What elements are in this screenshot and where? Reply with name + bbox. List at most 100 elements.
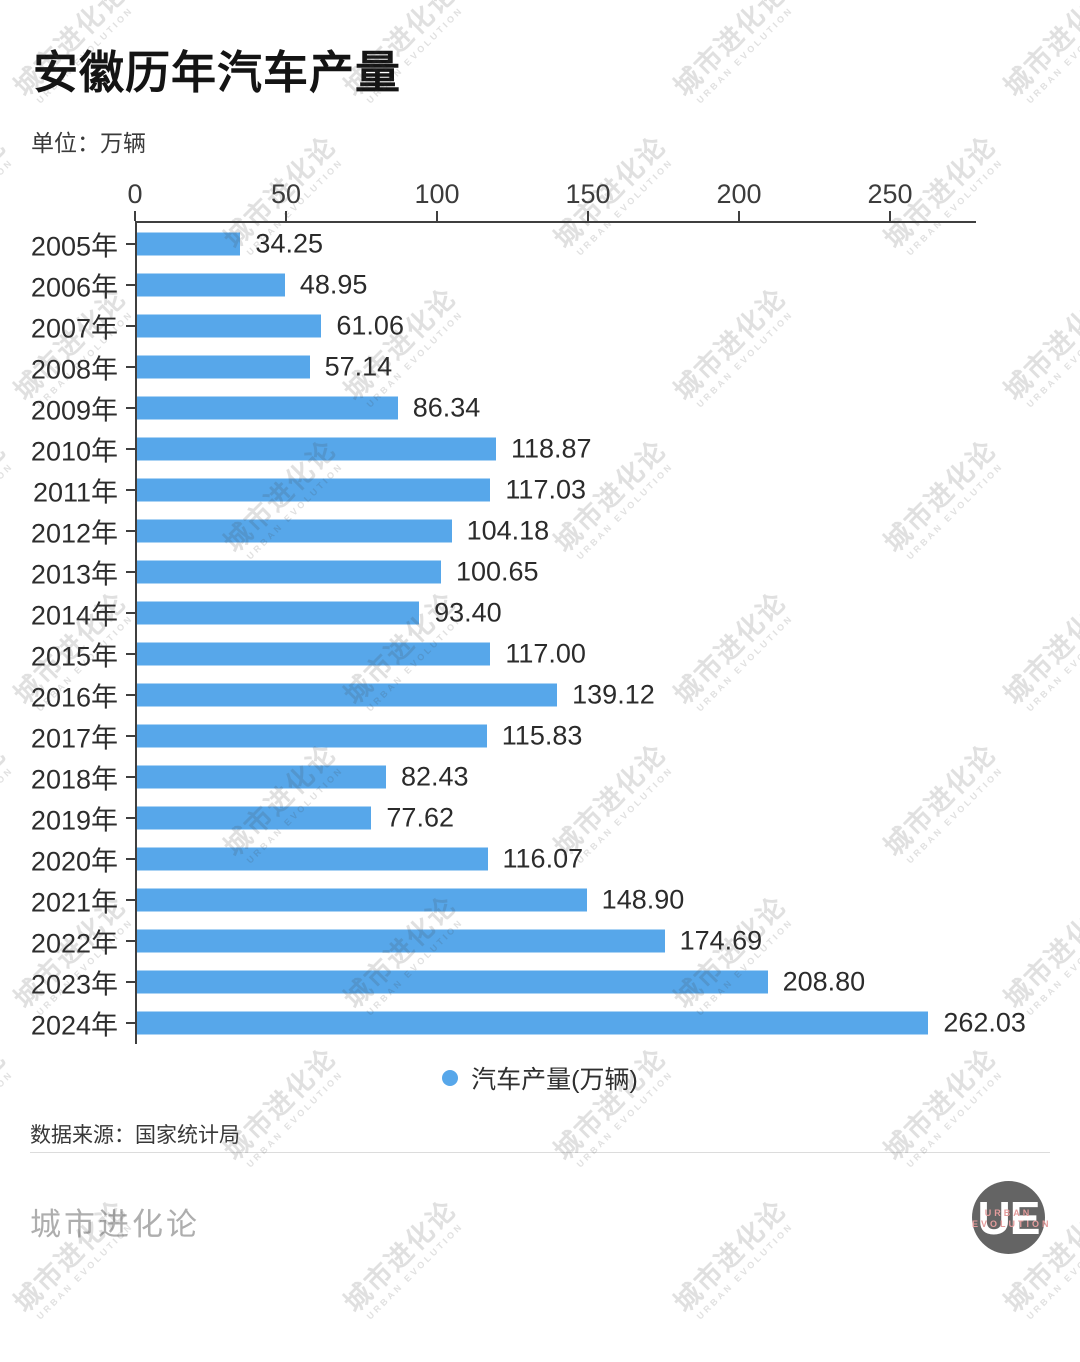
bar-row: 2007年 61.06 [0,305,1080,346]
bar [137,437,496,460]
watermark-cjk-text: 城市进化论 [998,0,1080,103]
value-label: 82.43 [400,761,469,791]
bar [137,806,372,829]
legend-dot-icon [442,1070,459,1086]
infographic-page: 城市进化论 URBAN EVOLUTION 城市进化论 URBAN EVOLUTION… [0,0,1080,1322]
y-tick-mark [126,898,135,901]
bar-row: 2022年 174.69 [0,920,1080,961]
y-tick-mark [126,693,135,696]
watermark-cjk-text: 城市进化论 [0,1042,13,1167]
bar [137,847,488,870]
watermark-cjk-text: 城市进化论 [338,1194,463,1319]
bar [137,765,386,788]
y-tick-mark [126,939,135,942]
y-tick-mark [126,488,135,491]
bar-row: 2018年 82.43 [0,756,1080,797]
value-label: 48.95 [299,269,368,299]
y-tick-mark [126,324,135,327]
value-label: 118.87 [510,433,592,463]
x-axis-line [135,221,976,223]
value-label: 86.34 [412,392,481,422]
bar [137,232,241,255]
year-label: 2010年 [30,436,118,466]
bar-row: 2009年 86.34 [0,387,1080,428]
year-label: 2008年 [30,354,118,384]
bar [137,396,398,419]
watermark-latin-text: URBAN EVOLUTION [364,1220,466,1322]
value-label: 57.14 [324,351,393,381]
y-tick-mark [126,980,135,983]
x-tick-mark [134,211,136,221]
x-tick-mark [285,211,287,221]
value-label: 139.12 [572,679,655,709]
x-tick-mark [587,211,589,221]
x-tick-label: 150 [565,179,611,209]
watermark-latin-text: URBAN EVOLUTION [694,1220,796,1322]
bar [137,683,558,706]
bar-row: 2006年 48.95 [0,264,1080,305]
value-label: 117.00 [505,638,586,668]
bar [137,929,665,952]
watermark-latin-text: URBAN EVOLUTION [1024,4,1080,106]
x-tick-label: 100 [414,179,460,209]
bar-row: 2024年 262.03 [0,1002,1080,1043]
year-label: 2023年 [30,969,118,999]
value-label: 77.62 [386,802,454,832]
value-label: 148.90 [601,884,685,914]
y-tick-mark [126,365,135,368]
watermark-cjk-text: 城市进化论 [668,1194,793,1319]
value-label: 61.06 [336,310,404,340]
value-label: 262.03 [943,1007,1026,1037]
value-label: 93.40 [434,597,502,627]
y-tick-mark [126,447,135,450]
year-label: 2007年 [30,313,118,343]
watermark-cjk-text: 城市进化论 [878,1042,1003,1167]
logo-line1: URBAN [984,1208,1033,1218]
bar-row: 2010年 118.87 [0,428,1080,469]
year-label: 2017年 [30,723,118,753]
y-tick-mark [126,816,135,819]
bar-row: 2011年 117.03 [0,469,1080,510]
bar-row: 2014年 93.40 [0,592,1080,633]
bar [137,478,491,501]
y-tick-mark [126,1021,135,1024]
bar-row: 2005年 34.25 [0,223,1080,264]
value-label: 174.69 [679,925,763,955]
bar-row: 2016年 139.12 [0,674,1080,715]
brand-name: 城市进化论 [30,1207,200,1242]
bar [137,642,491,665]
bar-row: 2023年 208.80 [0,961,1080,1002]
value-label: 116.07 [502,843,584,873]
source-label: 数据来源：国家统计局 [30,1124,240,1147]
y-tick-mark [126,775,135,778]
bar [137,970,768,993]
x-tick-mark [889,211,891,221]
bar-row: 2020年 116.07 [0,838,1080,879]
year-label: 2015年 [30,641,118,671]
year-label: 2005年 [30,231,118,261]
x-tick-label: 50 [270,179,302,209]
year-label: 2021年 [30,887,118,917]
x-tick-mark [738,211,740,221]
bar-row: 2008年 57.14 [0,346,1080,387]
value-label: 117.03 [505,474,586,504]
bar-row: 2015年 117.00 [0,633,1080,674]
y-tick-mark [126,283,135,286]
value-label: 34.25 [255,228,323,258]
y-tick-mark [126,529,135,532]
page-title: 安徽历年汽车产量 [33,47,402,98]
logo-monogram: UE [977,1191,1041,1244]
year-label: 2016年 [30,682,118,712]
bar [137,1011,929,1034]
y-tick-mark [126,652,135,655]
year-label: 2022年 [30,928,118,958]
y-tick-mark [126,242,135,245]
logo-line2: EVOLUTION [972,1219,1052,1229]
bar [137,560,441,583]
y-tick-mark [126,406,135,409]
year-label: 2006年 [30,272,118,302]
